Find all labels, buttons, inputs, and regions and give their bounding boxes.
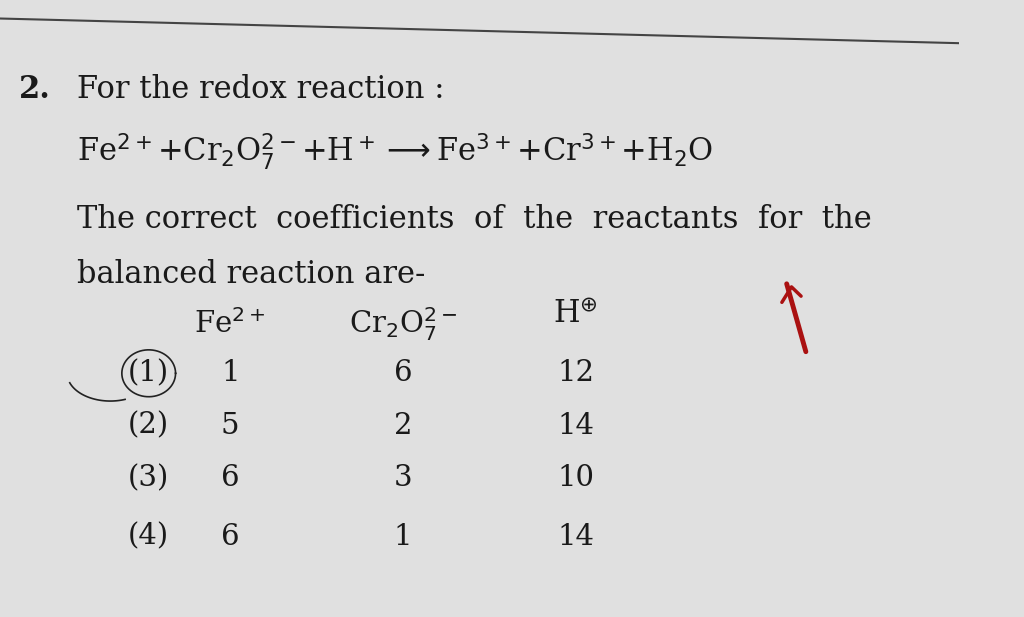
Text: Fe$^{2+}$+Cr$_2$O$_7^{2-}$+H$^+$$\longrightarrow$Fe$^{3+}$+Cr$^{3+}$+H$_2$O: Fe$^{2+}$+Cr$_2$O$_7^{2-}$+H$^+$$\longri… <box>77 131 713 172</box>
Text: 5: 5 <box>221 412 240 440</box>
Text: 12: 12 <box>557 359 594 387</box>
Text: Fe$^{2+}$: Fe$^{2+}$ <box>195 309 266 339</box>
Text: 2.: 2. <box>19 74 51 105</box>
Text: 3: 3 <box>393 464 413 492</box>
Text: (1): (1) <box>128 359 169 387</box>
Text: For the redox reaction :: For the redox reaction : <box>77 74 444 105</box>
Text: 10: 10 <box>557 464 594 492</box>
Text: 2: 2 <box>393 412 413 440</box>
Text: balanced reaction are-: balanced reaction are- <box>77 259 425 290</box>
Text: (4): (4) <box>128 523 169 551</box>
Text: (2): (2) <box>128 412 169 440</box>
Text: (3): (3) <box>128 464 169 492</box>
Text: 1: 1 <box>221 359 240 387</box>
Text: The correct  coefficients  of  the  reactants  for  the: The correct coefficients of the reactant… <box>77 204 871 234</box>
Text: 6: 6 <box>221 523 240 551</box>
Text: 14: 14 <box>557 523 594 551</box>
Text: H$^{\oplus}$: H$^{\oplus}$ <box>553 299 598 330</box>
Text: 6: 6 <box>393 359 413 387</box>
Text: 14: 14 <box>557 412 594 440</box>
Text: Cr$_2$O$_7^{2-}$: Cr$_2$O$_7^{2-}$ <box>349 305 457 343</box>
Text: 1: 1 <box>393 523 413 551</box>
Text: 6: 6 <box>221 464 240 492</box>
